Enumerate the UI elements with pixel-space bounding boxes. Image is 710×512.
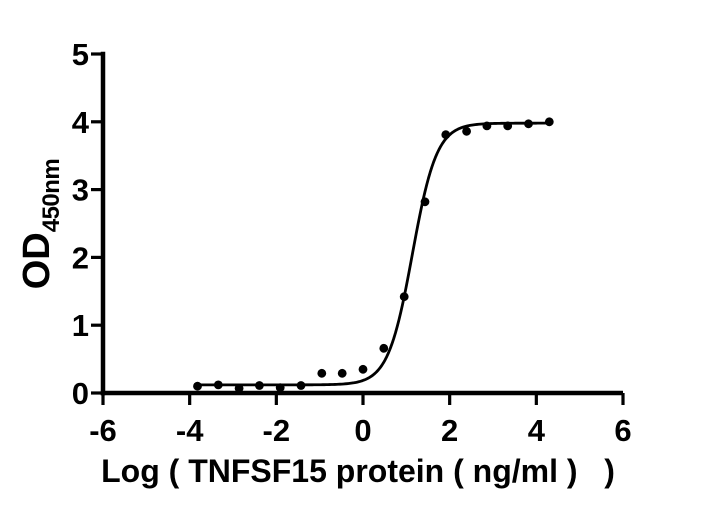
data-point xyxy=(544,117,554,127)
data-point xyxy=(296,381,306,390)
y-axis-title-subscript: 450nm xyxy=(38,159,65,233)
data-point xyxy=(337,368,347,378)
y-axis-title: OD450nm xyxy=(16,159,65,290)
x-tick-label: 2 xyxy=(441,413,458,448)
x-tick-label: -2 xyxy=(263,413,291,448)
data-point xyxy=(234,383,244,393)
x-axis-title: Log ( TNFSF15 protein ( ng/ml ) ) xyxy=(101,453,615,489)
data-point xyxy=(255,381,264,390)
data-point xyxy=(420,197,430,207)
y-tick-label: 3 xyxy=(72,173,89,208)
y-tick-label: 2 xyxy=(72,240,89,275)
x-tick-label: 6 xyxy=(614,413,631,448)
data-point xyxy=(379,343,389,353)
data-point xyxy=(503,121,513,131)
data-point xyxy=(482,121,492,131)
x-tick-label: 4 xyxy=(528,413,546,448)
y-tick-label: 5 xyxy=(72,37,89,72)
fit-curve xyxy=(194,121,552,387)
data-point xyxy=(193,381,202,391)
y-tick-label: 1 xyxy=(72,308,89,343)
data-point xyxy=(275,383,285,392)
tick-labels: -6 -4 -2 0 2 4 6 0 1 2 3 4 5 xyxy=(72,37,632,448)
data-point xyxy=(441,130,451,140)
x-tick-label: 0 xyxy=(354,413,371,448)
data-point xyxy=(358,364,368,374)
x-tick-label: -6 xyxy=(89,413,117,448)
sigmoid-fit-line xyxy=(194,121,552,387)
data-point xyxy=(524,119,533,129)
data-point xyxy=(462,126,471,136)
y-tick-label: 4 xyxy=(72,105,90,140)
data-point xyxy=(317,368,327,378)
y-tick-label: 0 xyxy=(72,376,89,411)
data-point xyxy=(399,292,409,302)
x-tick-label: -4 xyxy=(176,413,204,448)
data-points xyxy=(193,117,554,393)
data-point xyxy=(213,380,223,390)
y-axis-title-base: OD xyxy=(16,232,58,289)
axes xyxy=(91,51,625,405)
